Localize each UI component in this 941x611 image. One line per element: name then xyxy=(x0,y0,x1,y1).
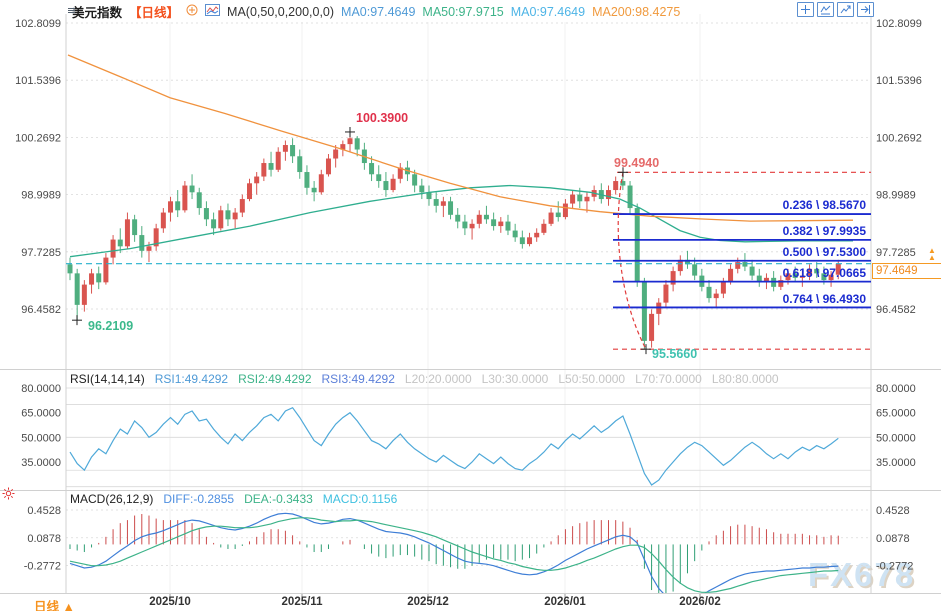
rsi-line xyxy=(69,406,839,486)
rsi-l30: L30:30.0000 xyxy=(481,372,549,386)
x-axis-label: 2025/10 xyxy=(149,596,191,608)
pan-crosshair-icon[interactable] xyxy=(797,2,814,17)
axis-label: 101.5396 xyxy=(15,75,61,87)
axis-label: 100.2692 xyxy=(876,132,922,144)
fib-level-0500: 0.500 \ 97.5300 xyxy=(782,245,866,259)
fib-level-0236: 0.236 \ 98.5670 xyxy=(782,198,866,212)
add-indicator-icon[interactable] xyxy=(186,4,198,19)
ma0-value: MA0:97.4649 xyxy=(341,4,416,19)
macd-layer xyxy=(69,512,839,593)
axis-label: 35.0000 xyxy=(876,457,916,469)
axis-label: 80.0000 xyxy=(21,383,61,395)
axis-label: 97.7285 xyxy=(876,247,916,259)
candles-layer xyxy=(67,131,841,349)
fib-level-0764: 0.764 \ 96.4930 xyxy=(782,292,866,306)
rsi2-value: RSI2:49.4292 xyxy=(238,372,312,386)
axis-label: -0.2772 xyxy=(24,561,61,573)
axis-label: 50.0000 xyxy=(876,432,916,444)
axis-label: 0.4528 xyxy=(876,505,910,517)
fib-level-0618: 0.618 \ 97.0665 xyxy=(782,266,866,280)
swing-low-annotation: 96.2109 xyxy=(88,319,134,333)
ma200-value: MA200:98.4275 xyxy=(592,4,681,19)
legend-menu-icon[interactable] xyxy=(68,8,75,13)
macd-hist-value: MACD:0.1156 xyxy=(322,492,398,506)
x-axis-label: 2025/12 xyxy=(407,596,449,608)
trend-arrow-icon[interactable] xyxy=(837,2,854,17)
rsi-header: RSI(14,14,14) RSI1:49.4292 RSI2:49.4292 … xyxy=(70,372,779,386)
jump-to-latest-icon[interactable] xyxy=(857,2,874,17)
rsi1-value: RSI1:49.4292 xyxy=(154,372,229,386)
macd-title: MACD(26,12,9) xyxy=(70,492,154,506)
axis-label: 101.5396 xyxy=(876,75,922,87)
price-up-arrows-icon: ▲ ▲ xyxy=(928,246,936,262)
rsi-l70: L70:70.0000 xyxy=(635,372,702,386)
axis-label: 102.8099 xyxy=(876,18,922,30)
axis-label: 102.8099 xyxy=(15,18,61,30)
axis-label: 0.0878 xyxy=(27,533,61,545)
candlestick-legend-icon[interactable] xyxy=(205,4,221,19)
timeframe-selector[interactable]: 日线 ▲ xyxy=(34,600,75,611)
watermark: FX678 xyxy=(808,556,916,593)
fib-low-annotation: 95.5660 xyxy=(652,347,698,361)
fib-level-0382: 0.382 \ 97.9935 xyxy=(782,224,866,238)
axis-label: 96.4582 xyxy=(21,304,61,316)
axis-label: 65.0000 xyxy=(876,408,916,420)
axis-label: 96.4582 xyxy=(876,304,916,316)
axis-label: 98.9989 xyxy=(21,190,61,202)
rsi3-value: RSI3:49.4292 xyxy=(321,372,395,386)
macd-dea-value: DEA:-0.3433 xyxy=(244,492,313,506)
indicator-sun-icon[interactable] xyxy=(2,487,15,505)
chart-header: 美元指数 【日线】 MA(0,50,0,200,0,0) MA0:97.4649… xyxy=(69,1,684,22)
macd-header: MACD(26,12,9) DIFF:-0.2855 DEA:-0.3433 M… xyxy=(70,492,397,506)
axis-label: 65.0000 xyxy=(21,408,61,420)
x-axis-label: 2026/01 xyxy=(544,596,586,608)
rsi-title: RSI(14,14,14) xyxy=(70,372,145,386)
axis-label: 0.4528 xyxy=(27,505,61,517)
ma50-value: MA50:97.9715 xyxy=(422,4,504,19)
axis-label: 0.0878 xyxy=(876,533,910,545)
x-axis-label: 2026/02 xyxy=(679,596,721,608)
rsi-l50: L50:50.0000 xyxy=(558,372,626,386)
axis-label: 50.0000 xyxy=(21,432,61,444)
axis-label: 35.0000 xyxy=(21,457,61,469)
axis-label: -0.2772 xyxy=(876,561,913,573)
axis-label: 97.7285 xyxy=(21,247,61,259)
timeframe-label: 【日线】 xyxy=(129,6,180,20)
swing-high-annotation: 100.3900 xyxy=(356,111,409,125)
ma200-line xyxy=(67,54,854,222)
chart-toolbar xyxy=(797,2,874,17)
symbol-title: 美元指数 xyxy=(72,6,123,20)
macd-diff-value: DIFF:-0.2855 xyxy=(163,492,235,506)
rsi-l80: L80:80.0000 xyxy=(711,372,779,386)
last-price-tag: 97.4649 xyxy=(872,263,941,279)
axis-label: 80.0000 xyxy=(876,383,916,395)
axis-label: 100.2692 xyxy=(15,132,61,144)
rsi-l20: L20:20.0000 xyxy=(404,372,472,386)
ma0-value-2: MA0:97.4649 xyxy=(510,4,586,19)
axis-label: 98.9989 xyxy=(876,190,916,202)
x-axis-label: 2025/11 xyxy=(281,596,323,608)
fib-high-annotation: 99.4940 xyxy=(614,156,660,170)
chart-window-icon[interactable] xyxy=(817,2,834,17)
ma-formula: MA(0,50,0,200,0,0) xyxy=(227,4,335,19)
